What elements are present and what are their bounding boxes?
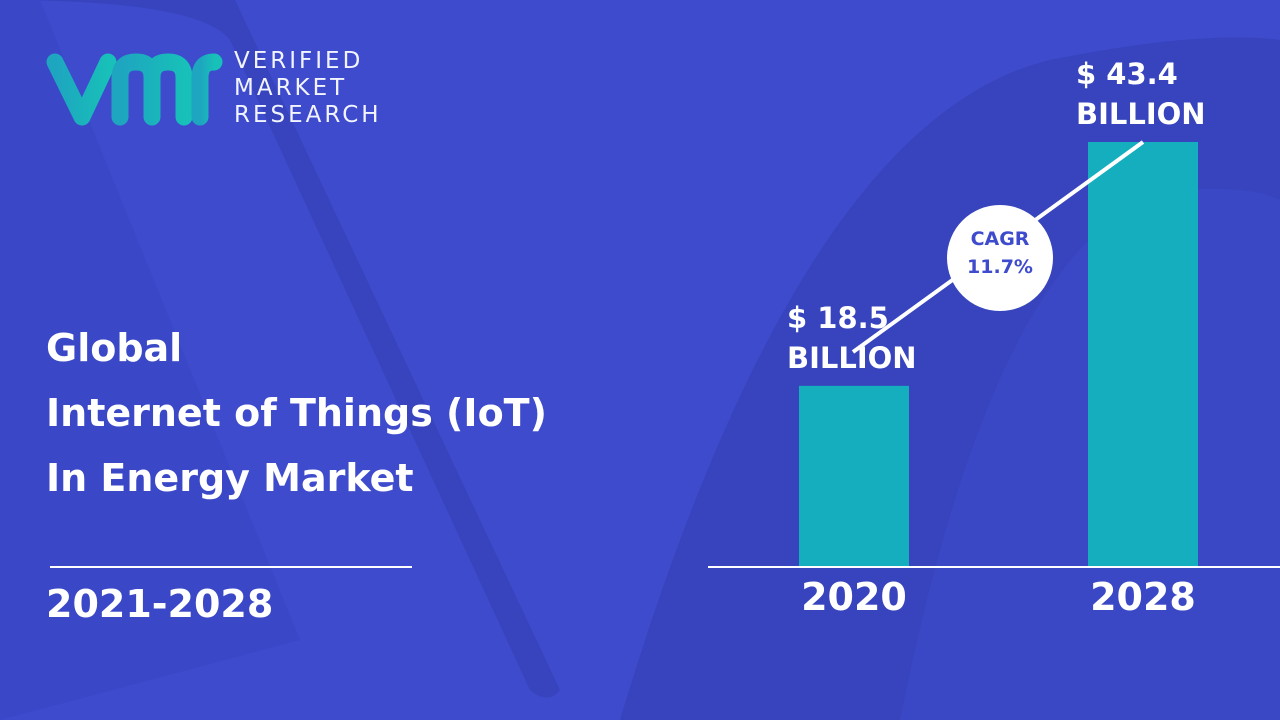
value-label: $ 18.5 BILLION [787, 300, 917, 375]
bar [799, 385, 909, 567]
x-tick-label: 2020 [801, 575, 907, 619]
cagr-label: CAGR [970, 228, 1030, 250]
x-tick-label: 2028 [1090, 575, 1196, 619]
logo-text: VERIFIED [234, 48, 364, 74]
title-line: In Energy Market [46, 456, 414, 500]
title-line: Internet of Things (IoT) [46, 391, 547, 435]
bg-shape [0, 0, 300, 720]
bg-shape [0, 0, 560, 698]
cagr-badge [947, 205, 1053, 311]
title-line: Global [46, 326, 183, 370]
logo-text: RESEARCH [234, 102, 382, 128]
value-label: $ 43.4 BILLION [1076, 57, 1206, 131]
bar [1088, 142, 1198, 567]
cagr-value: 11.7% [967, 256, 1033, 278]
period: 2021-2028 [46, 582, 274, 626]
logo-text: MARKET [234, 75, 348, 101]
logo-mark [46, 53, 223, 126]
